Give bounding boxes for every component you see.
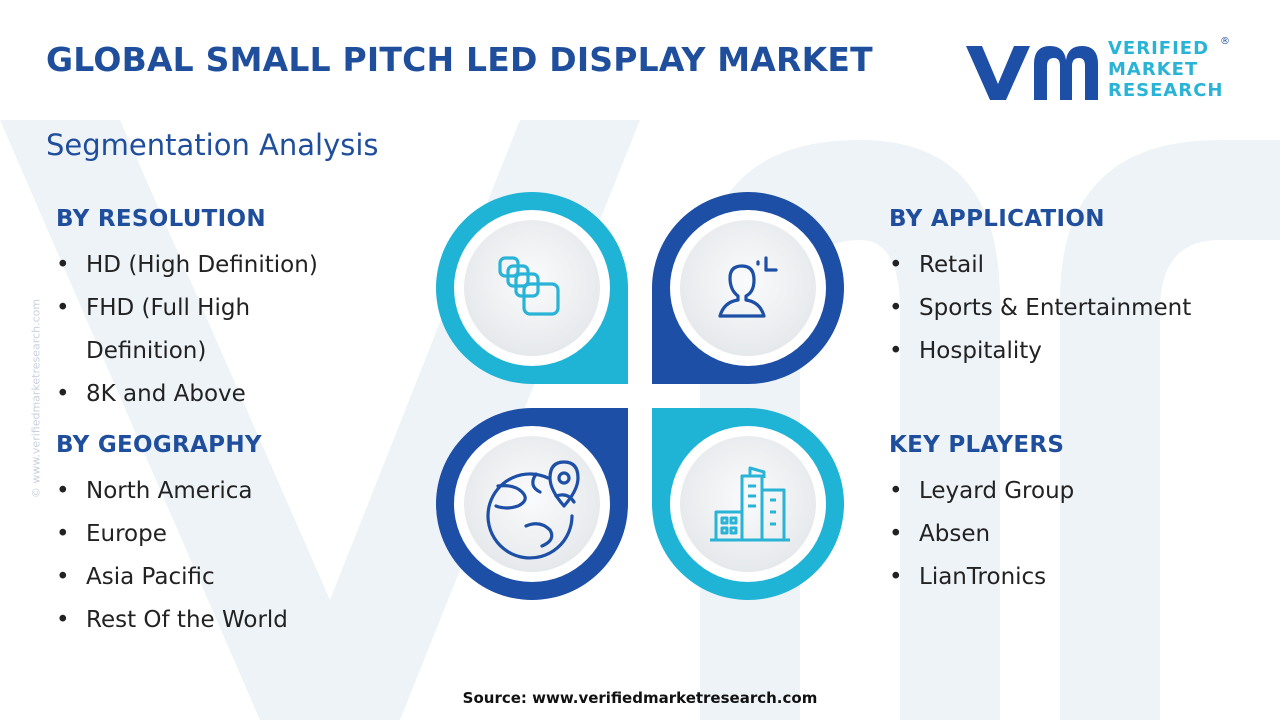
vmr-logo-mark: [966, 46, 1098, 100]
source-note: Source: www.verifiedmarketresearch.com: [462, 689, 818, 707]
list-item: LianTronics: [889, 556, 1249, 599]
segment-by-geography: BY GEOGRAPHY North America Europe Asia P…: [56, 432, 416, 642]
list-item: Europe: [56, 513, 416, 556]
list-item: Asia Pacific: [56, 556, 416, 599]
segment-heading: BY RESOLUTION: [56, 206, 266, 232]
list-item: Hospitality: [889, 330, 1249, 373]
petal-top-right: [652, 192, 844, 384]
list-item: 8K and Above: [56, 373, 416, 416]
segment-by-resolution: BY RESOLUTION HD (High Definition) FHD (…: [56, 206, 416, 416]
segment-list: North America Europe Asia Pacific Rest O…: [56, 470, 416, 642]
registered-mark: ®: [1220, 36, 1230, 47]
segment-heading: BY GEOGRAPHY: [56, 432, 262, 458]
globe-pin-icon: [486, 460, 580, 560]
segment-heading: BY APPLICATION: [889, 206, 1105, 232]
list-item-continuation: Definition): [86, 338, 207, 364]
vmr-logo: VERIFIED MARKET RESEARCH ®: [964, 36, 1234, 104]
list-item: HD (High Definition): [56, 244, 416, 287]
segmentation-graphic: [436, 192, 844, 600]
city-buildings-icon: [710, 466, 790, 542]
petal-bottom-left: [436, 408, 628, 600]
segment-list: Retail Sports & Entertainment Hospitalit…: [889, 244, 1249, 373]
page-subtitle: Segmentation Analysis: [46, 128, 379, 162]
petal-bottom-right: [652, 408, 844, 600]
display-panels-icon: [498, 256, 560, 316]
list-item: FHD (Full High: [56, 287, 416, 330]
list-item: Retail: [889, 244, 1249, 287]
segment-by-application: BY APPLICATION Retail Sports & Entertain…: [889, 206, 1249, 373]
vmr-logo-text: VERIFIED MARKET RESEARCH: [1108, 38, 1223, 101]
list-item: Leyard Group: [889, 470, 1249, 513]
segment-list: HD (High Definition) FHD (Full High Defi…: [56, 244, 416, 416]
list-item: Absen: [889, 513, 1249, 556]
logo-line-market: MARKET: [1108, 59, 1199, 80]
list-item: Sports & Entertainment: [889, 287, 1249, 330]
logo-line-verified: VERIFIED: [1108, 38, 1210, 59]
segment-list: Leyard Group Absen LianTronics: [889, 470, 1249, 599]
list-item: North America: [56, 470, 416, 513]
user-target-icon: [718, 256, 778, 318]
copyright-note: © www.verifiedmarketresearch.com: [29, 298, 43, 499]
logo-line-research: RESEARCH: [1108, 80, 1224, 101]
petal-top-left: [436, 192, 628, 384]
segment-key-players: KEY PLAYERS Leyard Group Absen LianTroni…: [889, 432, 1249, 599]
page-title: GLOBAL SMALL PITCH LED DISPLAY MARKET: [46, 40, 873, 79]
list-item: Rest Of the World: [56, 599, 416, 642]
segment-heading: KEY PLAYERS: [889, 432, 1065, 458]
